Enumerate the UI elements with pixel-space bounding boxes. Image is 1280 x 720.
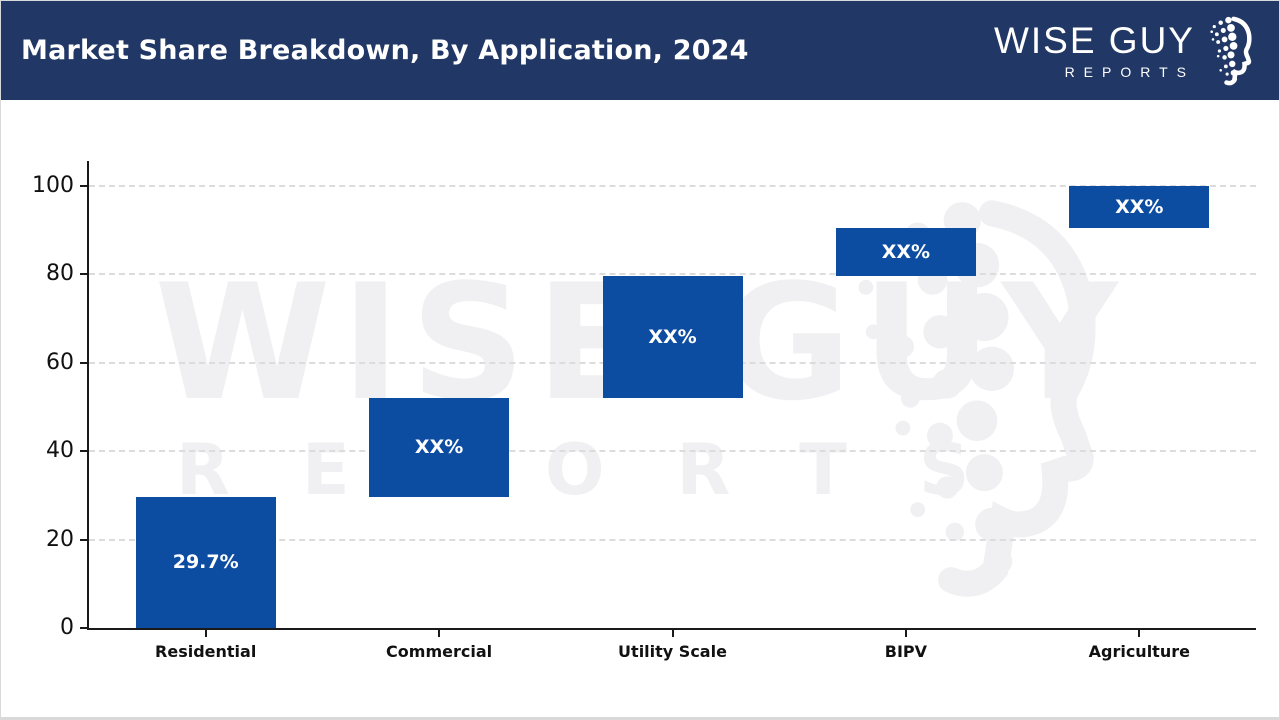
- bar-value-label: XX%: [1115, 195, 1164, 218]
- gridline-20: [89, 538, 1256, 541]
- bar-residential: 29.7%: [135, 496, 276, 628]
- gridline-100: [89, 185, 1256, 187]
- x-axis-label-residential: Residential: [155, 642, 257, 661]
- y-tick-label-20: 20: [46, 526, 74, 552]
- x-tick-mark-3: [904, 628, 907, 637]
- bar-utility-scale: XX%: [602, 276, 743, 399]
- bar-value-label: XX%: [881, 241, 931, 264]
- page-title: Market Share Breakdown, By Application, …: [21, 35, 749, 66]
- y-tick-mark-0: [80, 627, 89, 629]
- x-axis-label-bipv: BIPV: [884, 642, 928, 661]
- y-tick-label-60: 60: [46, 349, 74, 375]
- y-tick-label-0: 0: [60, 615, 74, 640]
- bar-bipv: XX%: [835, 227, 976, 277]
- y-tick-mark-100: [80, 185, 89, 187]
- y-axis: [87, 161, 89, 630]
- brand-logo: WISE GUY REPORTS: [994, 15, 1257, 87]
- x-tick-mark-0: [204, 628, 207, 637]
- y-tick-label-80: 80: [46, 261, 74, 287]
- y-tick-label-40: 40: [46, 438, 74, 464]
- x-tick-mark-1: [438, 628, 441, 637]
- y-tick-mark-60: [80, 361, 89, 364]
- gridline-80: [89, 273, 1256, 276]
- x-axis-label-commercial: Commercial: [386, 642, 493, 661]
- y-tick-mark-20: [80, 538, 89, 541]
- brand-name: WISE GUY: [993, 20, 1195, 61]
- bar-value-label: XX%: [414, 436, 464, 459]
- x-tick-mark-2: [671, 628, 674, 637]
- header: Market Share Breakdown, By Application, …: [1, 1, 1279, 100]
- x-axis-label-utility-scale: Utility Scale: [618, 642, 727, 661]
- y-tick-mark-40: [80, 450, 89, 453]
- brand-tagline: REPORTS: [1064, 64, 1195, 80]
- y-tick-mark-80: [80, 273, 89, 276]
- bar-agriculture: XX%: [1069, 186, 1210, 228]
- bar-value-label: 29.7%: [172, 551, 239, 574]
- gridline-40: [89, 450, 1256, 453]
- brand-text: WISE GUY REPORTS: [994, 22, 1195, 79]
- logo-head-icon: [1210, 16, 1252, 85]
- bar-commercial: XX%: [369, 398, 510, 497]
- bar-value-label: XX%: [648, 326, 697, 349]
- x-axis-label-agriculture: Agriculture: [1088, 642, 1190, 661]
- x-axis: [87, 628, 1256, 630]
- y-tick-label-100: 100: [32, 173, 74, 198]
- x-tick-mark-4: [1138, 628, 1141, 637]
